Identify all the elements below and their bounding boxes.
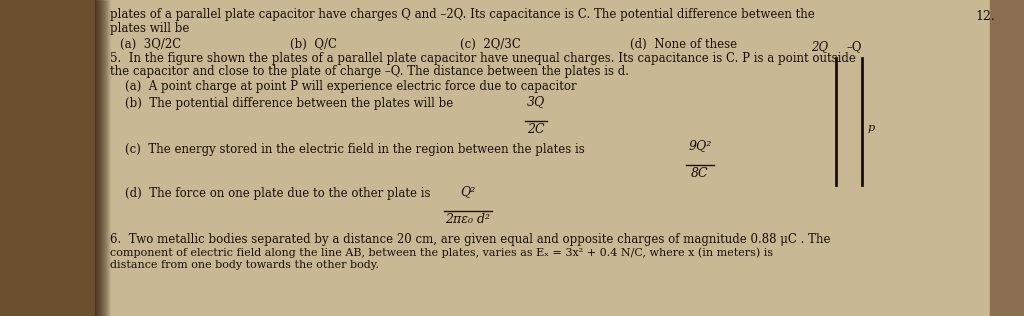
Text: distance from one body towards the other body.: distance from one body towards the other… bbox=[110, 260, 379, 270]
Text: component of electric field along the line AB, between the plates, varies as Eₓ : component of electric field along the li… bbox=[110, 247, 773, 258]
Text: (a)  3Q/2C: (a) 3Q/2C bbox=[120, 38, 181, 51]
Text: 5.  In the figure shown the plates of a parallel plate capacitor have unequal ch: 5. In the figure shown the plates of a p… bbox=[110, 52, 856, 65]
Text: (c)  The energy stored in the electric field in the region between the plates is: (c) The energy stored in the electric fi… bbox=[125, 143, 585, 156]
Text: (b)  The potential difference between the plates will be: (b) The potential difference between the… bbox=[125, 97, 454, 110]
Text: 2C: 2C bbox=[527, 123, 545, 136]
Text: the capacitor and close to the plate of charge –Q. The distance between the plat: the capacitor and close to the plate of … bbox=[110, 65, 629, 78]
Bar bbox=[0, 0, 95, 316]
Text: 6.  Two metallic bodies separated by a distance 20 cm, are given equal and oppos: 6. Two metallic bodies separated by a di… bbox=[110, 233, 830, 246]
Text: 2πε₀ d²: 2πε₀ d² bbox=[445, 213, 490, 226]
Bar bbox=[990, 0, 1024, 316]
Text: 9Q²: 9Q² bbox=[688, 139, 712, 152]
Text: plates will be: plates will be bbox=[110, 22, 189, 35]
Text: 8C: 8C bbox=[691, 167, 709, 180]
Text: (d)  The force on one plate due to the other plate is: (d) The force on one plate due to the ot… bbox=[125, 187, 430, 200]
Text: –Q: –Q bbox=[846, 40, 862, 53]
Text: 3Q: 3Q bbox=[527, 95, 545, 108]
Text: Q²: Q² bbox=[461, 185, 475, 198]
Text: (b)  Q/C: (b) Q/C bbox=[290, 38, 337, 51]
Text: p: p bbox=[868, 123, 876, 133]
Text: (c)  2Q/3C: (c) 2Q/3C bbox=[460, 38, 521, 51]
Text: (d)  None of these: (d) None of these bbox=[630, 38, 737, 51]
Text: 12.: 12. bbox=[975, 10, 994, 23]
Text: 2Q: 2Q bbox=[811, 40, 828, 53]
Text: plates of a parallel plate capacitor have charges Q and –2Q. Its capacitance is : plates of a parallel plate capacitor hav… bbox=[110, 8, 815, 21]
Text: (a)  A point charge at point P will experience electric force due to capacitor: (a) A point charge at point P will exper… bbox=[125, 80, 577, 93]
